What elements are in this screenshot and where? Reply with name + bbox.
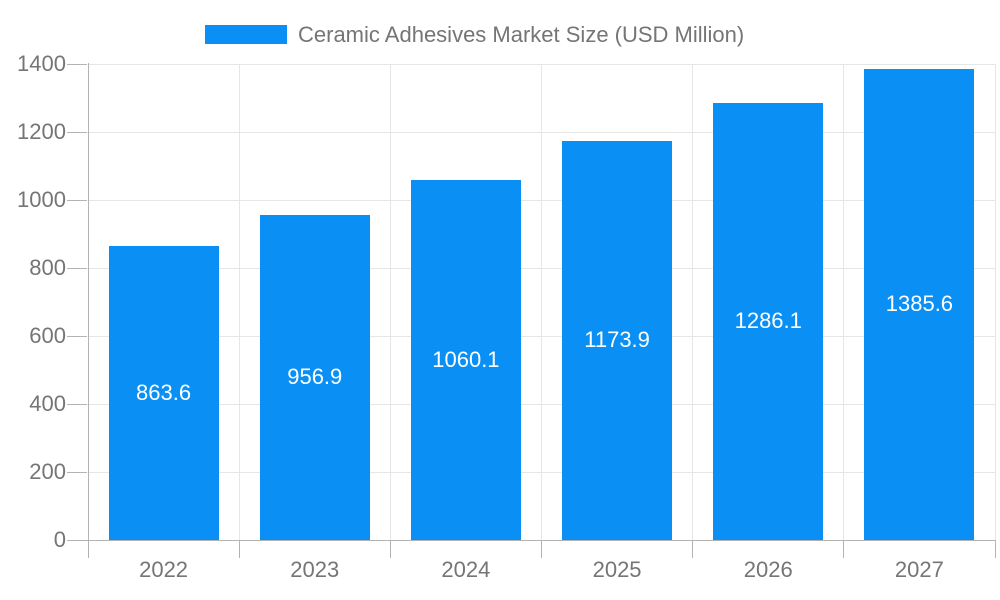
bar: 1286.1: [713, 102, 824, 540]
legend: Ceramic Adhesives Market Size (USD Milli…: [205, 21, 745, 47]
x-tick-label: 2023: [290, 557, 340, 582]
y-tick-label: 200: [29, 459, 66, 484]
x-tick-label: 2024: [441, 557, 491, 582]
bar-value-label: 1060.1: [432, 346, 500, 372]
bar-value-label: 1286.1: [734, 308, 802, 334]
y-axis-line: [87, 63, 89, 558]
y-tick-label: 800: [29, 255, 66, 280]
v-gridline: [238, 64, 240, 540]
bar-value-label: 863.6: [136, 380, 192, 406]
x-tick: [389, 540, 391, 558]
v-gridline: [389, 64, 391, 540]
x-tick-label: 2025: [592, 557, 642, 582]
y-tick: [67, 199, 87, 201]
x-tick: [692, 540, 694, 558]
bar: 956.9: [259, 214, 370, 540]
legend-label: Ceramic Adhesives Market Size (USD Milli…: [298, 21, 745, 47]
bar: 1060.1: [410, 179, 521, 540]
y-tick: [67, 403, 87, 405]
bar: 1385.6: [864, 68, 975, 540]
x-tick-label: 2022: [139, 557, 189, 582]
x-axis-line: [67, 539, 995, 541]
x-tick-label: 2027: [894, 557, 944, 582]
y-tick-label: 1000: [17, 187, 66, 212]
legend-swatch: [205, 25, 287, 44]
v-gridline: [692, 64, 694, 540]
bar-value-label: 1385.6: [885, 291, 954, 317]
v-gridline: [994, 64, 996, 540]
y-tick-label: 1200: [17, 119, 66, 144]
bar: 863.6: [108, 246, 219, 540]
x-tick: [994, 540, 996, 558]
y-tick-label: 0: [53, 527, 66, 552]
x-tick-label: 2026: [743, 557, 793, 582]
y-tick: [67, 63, 87, 65]
x-tick: [238, 540, 240, 558]
y-tick: [67, 335, 87, 337]
y-tick-label: 400: [29, 391, 66, 416]
y-tick: [67, 267, 87, 269]
v-gridline: [541, 64, 542, 540]
y-tick: [67, 131, 87, 133]
bar: 1173.9: [562, 140, 673, 540]
y-tick-label: 600: [29, 323, 66, 348]
bar-value-label: 1173.9: [584, 327, 650, 353]
bar-value-label: 956.9: [287, 364, 343, 390]
y-tick-label: 1400: [17, 51, 66, 76]
x-tick: [843, 540, 845, 558]
v-gridline: [843, 64, 845, 540]
y-tick: [67, 471, 87, 473]
x-tick: [541, 540, 542, 558]
